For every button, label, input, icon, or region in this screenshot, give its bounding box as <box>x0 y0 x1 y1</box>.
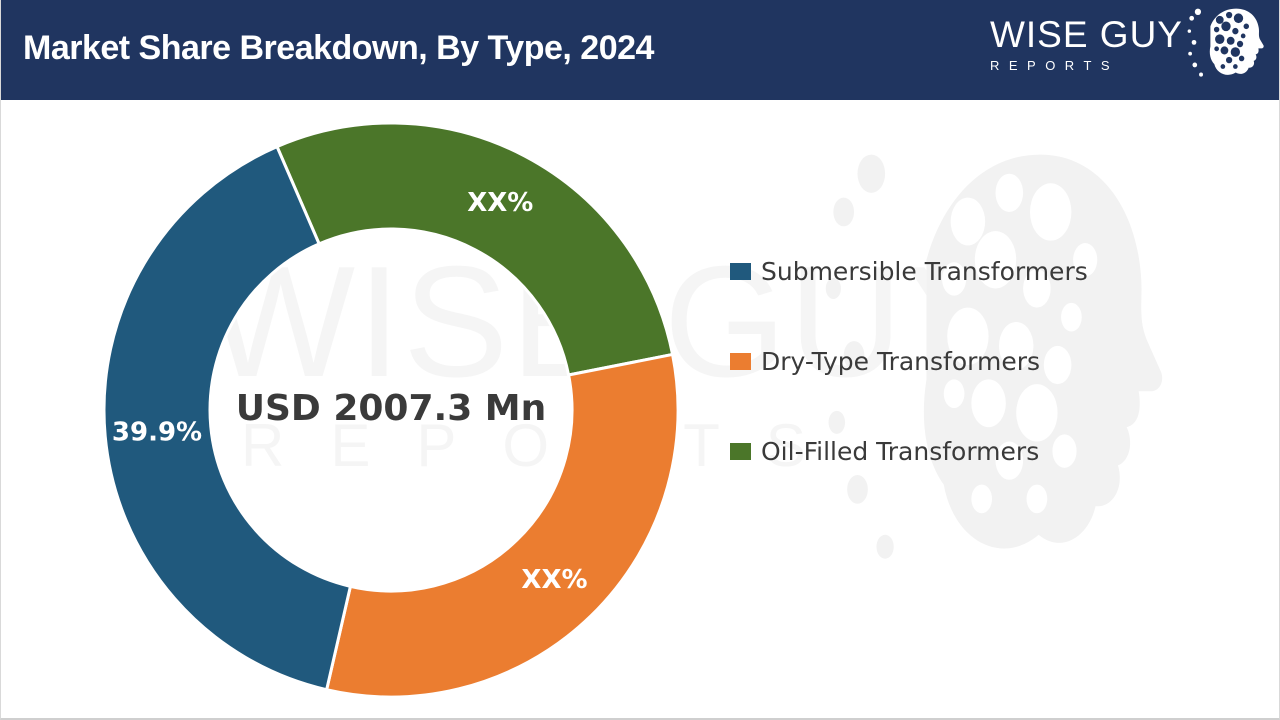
chart-center-value: USD 2007.3 Mn <box>235 388 547 429</box>
segment-label: 39.9% <box>112 417 202 447</box>
legend-swatch <box>730 442 751 460</box>
page-title: Market Share Breakdown, By Type, 2024 <box>23 29 654 67</box>
legend-item: Dry-Type Transformers <box>730 348 1088 374</box>
brand-logo: WISE GUY REPORTS <box>990 7 1265 81</box>
segment-label: XX% <box>467 188 533 218</box>
legend-label: Oil-Filled Transformers <box>761 436 1040 466</box>
legend-swatch <box>730 262 751 280</box>
brand-subtitle: REPORTS <box>989 57 1120 73</box>
legend-item: Oil-Filled Transformers <box>730 438 1088 464</box>
brand-wordmark: WISE GUY REPORTS <box>990 16 1183 73</box>
logo-face-icon <box>1187 8 1264 77</box>
brand-name: WISE GUY <box>989 13 1183 55</box>
donut-segment-dry-type-transformers <box>325 352 680 699</box>
segment-label: XX% <box>521 565 587 595</box>
watermark-subtext: REPORTS <box>241 412 852 479</box>
header-bar: Market Share Breakdown, By Type, 2024 WI… <box>1 0 1279 100</box>
donut-segment-submersible-transformers <box>102 145 352 692</box>
donut-chart: XX% XX% 39.9% <box>102 121 680 699</box>
watermark-face-graphic <box>825 154 1163 559</box>
legend-swatch <box>730 352 751 370</box>
donut-segment-oil-filled-transformers <box>275 121 675 377</box>
legend-item: Submersible Transformers <box>730 258 1088 284</box>
legend: Submersible Transformers Dry-Type Transf… <box>730 258 1088 528</box>
legend-label: Dry-Type Transformers <box>761 346 1041 376</box>
legend-label: Submersible Transformers <box>761 256 1088 286</box>
